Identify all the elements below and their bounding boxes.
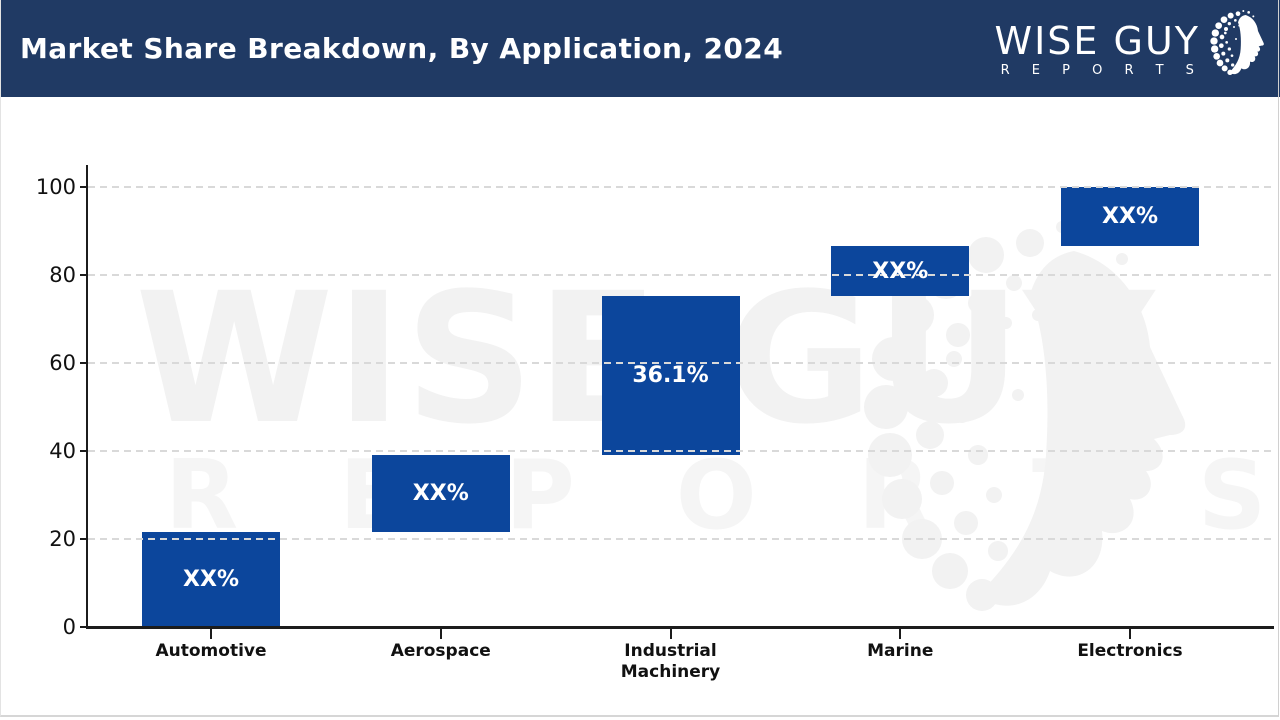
logo-wordmark: WISE GUY — [994, 18, 1200, 63]
y-tick-label: 0 — [62, 615, 76, 639]
logo-text: WISE GUY R E P O R T S — [995, 21, 1200, 78]
bar-value-label: XX% — [412, 480, 469, 506]
y-tick-mark — [80, 538, 88, 540]
y-tick-mark — [80, 274, 88, 276]
y-tick-label: 40 — [49, 439, 76, 463]
x-tick-label-automotive: Automotive — [155, 641, 267, 661]
y-tick-label: 20 — [49, 527, 76, 551]
bar-automotive — [142, 531, 280, 627]
bar-value-label: XX% — [1102, 203, 1158, 229]
bar-value-label: XX% — [183, 566, 239, 592]
x-tick-mark — [899, 629, 902, 639]
y-tick-label: 60 — [49, 351, 76, 375]
gridline-20 — [88, 538, 1274, 540]
y-tick-mark — [80, 362, 88, 364]
logo-subtext: R E P O R T S — [1000, 62, 1203, 78]
y-tick-label: 100 — [35, 175, 76, 199]
gridline-40 — [88, 450, 1274, 452]
bar-value-label: 36.1% — [632, 363, 709, 389]
x-tick-mark — [210, 629, 212, 639]
gridline-80 — [88, 274, 1274, 276]
x-tick-label-marine: Marine — [867, 641, 934, 661]
x-tick-label-electronics: Electronics — [1077, 641, 1183, 661]
y-tick-label: 80 — [49, 263, 76, 287]
x-tick-mark — [669, 629, 672, 639]
x-tick-label-industrial-machinery: Industrial Machinery — [620, 641, 721, 682]
x-tick-mark — [1129, 629, 1131, 639]
header-bar: Market Share Breakdown, By Application, … — [0, 0, 1280, 97]
bar-value-label: XX% — [872, 258, 929, 284]
x-tick-mark — [439, 629, 442, 639]
wiseguy-logo: WISE GUY R E P O R T S — [995, 6, 1268, 92]
chart-title: Market Share Breakdown, By Application, … — [20, 32, 784, 65]
chart-canvas: WISE GUY R E P O R T S XX% XX% 36.1% XX% XX%… — [0, 97, 1280, 720]
x-tick-label-aerospace: Aerospace — [390, 641, 491, 661]
y-tick-mark — [80, 626, 88, 628]
logo-face-icon — [1204, 9, 1268, 89]
y-axis-line — [86, 165, 88, 629]
gridline-100 — [88, 186, 1274, 188]
watermark-subtext: R E P O R T S — [165, 441, 1280, 551]
gridline-60 — [88, 362, 1274, 364]
bar-industrial-machinery — [601, 296, 740, 455]
y-tick-mark — [80, 186, 88, 188]
x-axis-line — [86, 626, 1274, 629]
bar-aerospace — [371, 454, 510, 532]
y-tick-mark — [80, 450, 88, 452]
